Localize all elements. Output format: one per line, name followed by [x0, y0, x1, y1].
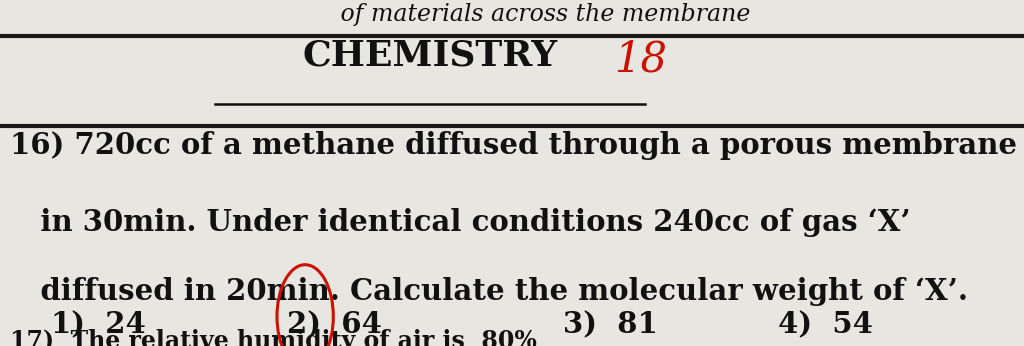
- Text: 17)  The relative humidity of air is  80%: 17) The relative humidity of air is 80%: [10, 329, 538, 346]
- Text: 1)  24: 1) 24: [51, 310, 146, 339]
- Text: 18: 18: [614, 38, 668, 80]
- Text: 4)  54: 4) 54: [778, 310, 873, 339]
- Text: of materials across the membrane: of materials across the membrane: [273, 3, 751, 26]
- Text: CHEMISTRY: CHEMISTRY: [302, 38, 558, 72]
- Text: in 30min. Under identical conditions 240cc of gas ‘X’: in 30min. Under identical conditions 240…: [10, 208, 911, 237]
- Text: 2)  64: 2) 64: [287, 310, 382, 339]
- Text: diffused in 20min. Calculate the molecular weight of ‘X’.: diffused in 20min. Calculate the molecul…: [10, 277, 969, 306]
- Text: 16) 720cc of a methane diffused through a porous membrane: 16) 720cc of a methane diffused through …: [10, 131, 1017, 161]
- Text: 3)  81: 3) 81: [563, 310, 658, 339]
